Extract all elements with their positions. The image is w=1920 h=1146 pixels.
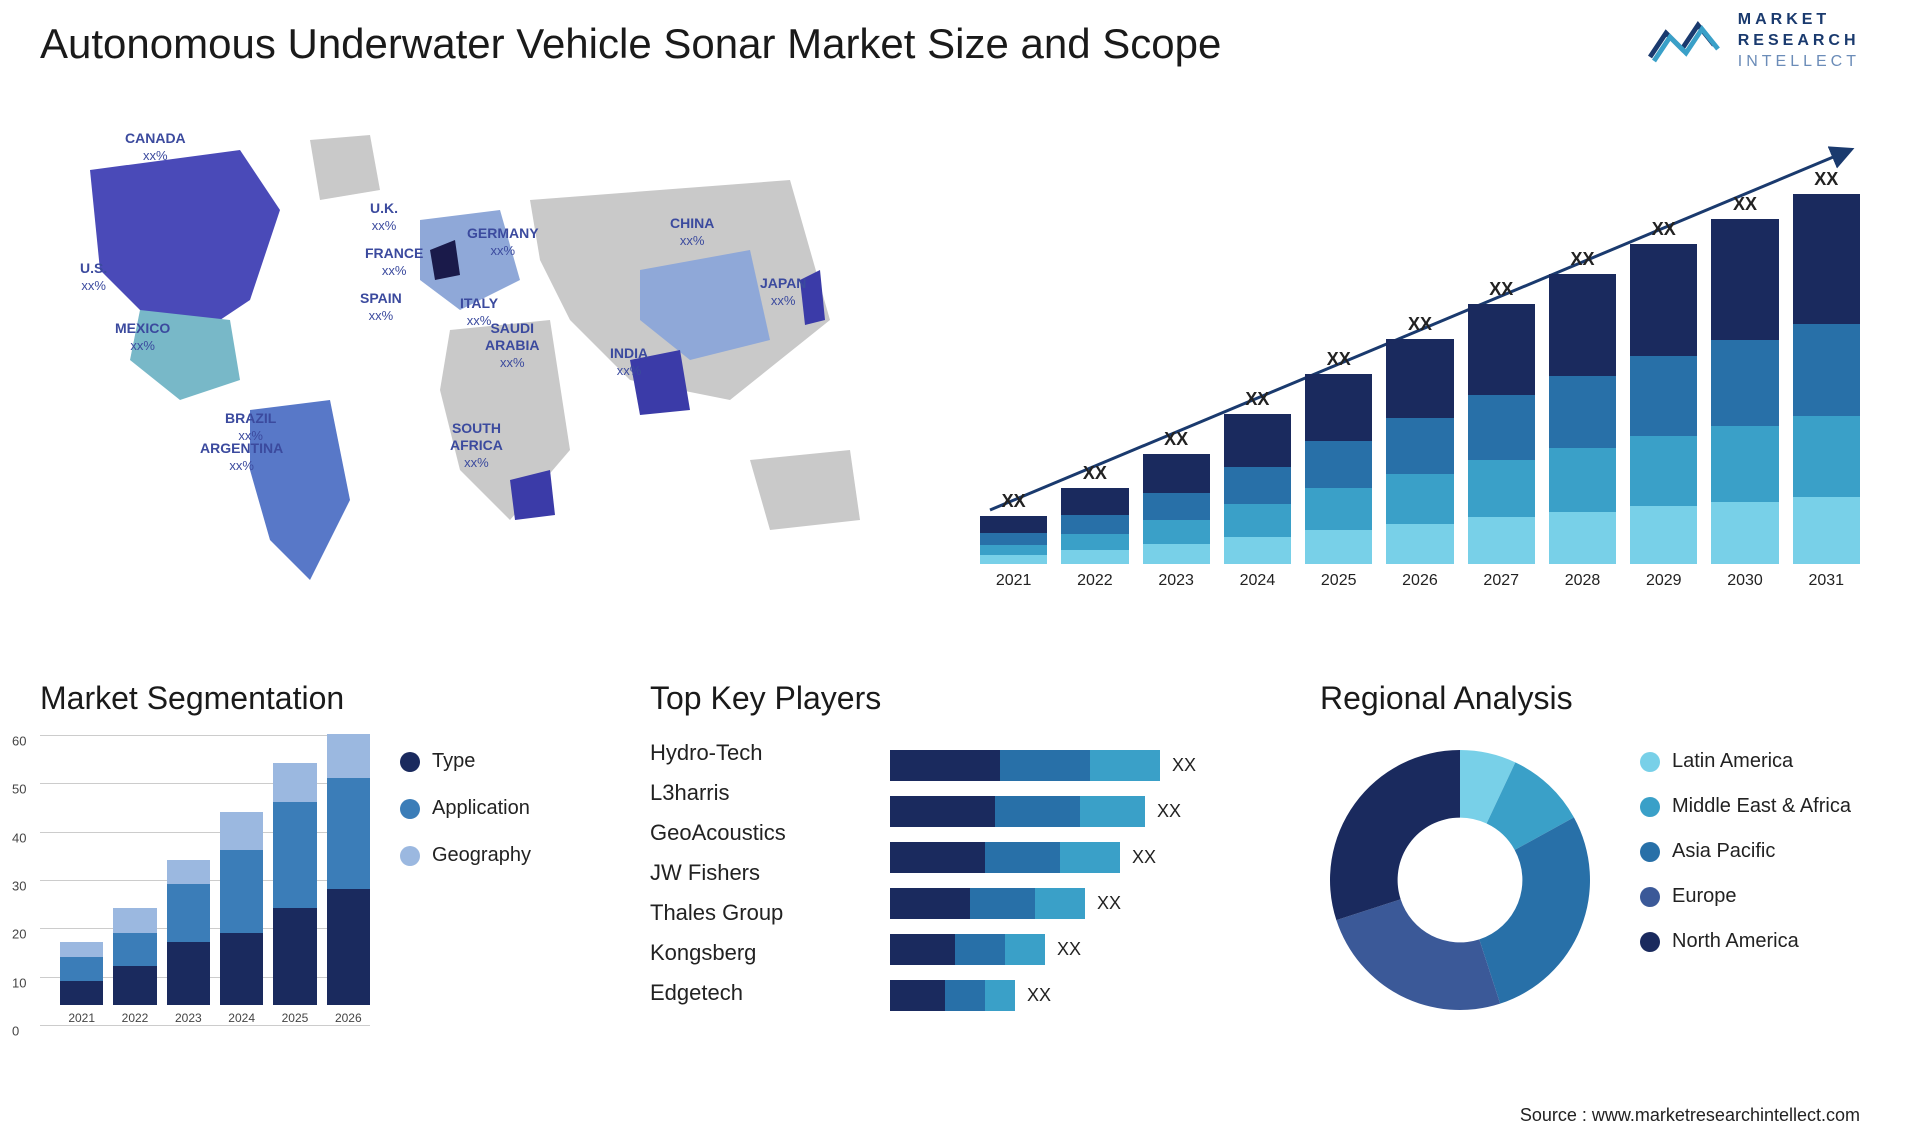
player-name: JW Fishers — [650, 860, 786, 886]
bar-value-label: XX — [1002, 491, 1026, 512]
legend-item: Type — [400, 750, 531, 773]
map-label: U.K.xx% — [370, 200, 398, 234]
main-bar: XX 2030 — [1711, 194, 1778, 590]
bar-year-label: 2030 — [1727, 572, 1763, 590]
bar-year-label: 2031 — [1808, 572, 1844, 590]
player-name: Thales Group — [650, 900, 786, 926]
player-name: Kongsberg — [650, 940, 786, 966]
bar-value-label: XX — [1408, 314, 1432, 335]
main-growth-chart: XX 2021 XX 2022 XX 2023 XX 2024 XX 2025 XX 2026 XX 20… — [980, 120, 1860, 630]
legend-item: Asia Pacific — [1640, 840, 1851, 863]
player-bar: XX — [890, 842, 1270, 873]
map-label: GERMANYxx% — [467, 225, 539, 259]
player-bar: XX — [890, 796, 1270, 827]
segmentation-title: Market Segmentation — [40, 680, 590, 717]
player-name: L3harris — [650, 780, 786, 806]
player-bar: XX — [890, 934, 1270, 965]
map-label: CANADAxx% — [125, 130, 186, 164]
brand-logo: MARKET RESEARCH INTELLECT — [1646, 10, 1860, 72]
main-bar: XX 2029 — [1630, 219, 1697, 590]
legend-item: Europe — [1640, 885, 1851, 908]
map-label: FRANCExx% — [365, 245, 423, 279]
main-bar: XX 2022 — [1061, 463, 1128, 590]
segmentation-legend: Type Application Geography — [400, 750, 531, 867]
regional-donut-chart — [1320, 740, 1600, 1020]
donut-slice — [1479, 817, 1590, 1003]
world-map-svg — [30, 120, 930, 630]
bar-value-label: XX — [1489, 279, 1513, 300]
seg-bar: 2022 — [113, 908, 156, 1025]
logo-mark-icon — [1646, 11, 1726, 71]
legend-item: Latin America — [1640, 750, 1851, 773]
donut-slice — [1336, 899, 1500, 1010]
bar-year-label: 2022 — [1077, 572, 1113, 590]
bar-year-label: 2021 — [996, 572, 1032, 590]
map-label: MEXICOxx% — [115, 320, 170, 354]
seg-bar: 2024 — [220, 812, 263, 1025]
bar-year-label: 2028 — [1565, 572, 1601, 590]
key-players-section: Top Key Players Hydro-Tech L3harris GeoAco… — [650, 680, 1280, 1080]
legend-item: North America — [1640, 930, 1851, 953]
bar-value-label: XX — [1083, 463, 1107, 484]
seg-bar: 2025 — [273, 763, 316, 1025]
segmentation-chart: 202120222023202420252026 0102030405060 — [40, 735, 370, 1055]
logo-line1: MARKET — [1738, 10, 1860, 31]
bar-year-label: 2025 — [1321, 572, 1357, 590]
legend-item: Middle East & Africa — [1640, 795, 1851, 818]
main-bar: XX 2024 — [1224, 389, 1291, 590]
bar-value-label: XX — [1570, 249, 1594, 270]
regional-analysis-section: Regional Analysis Latin America Middle Ea… — [1320, 680, 1880, 1080]
main-bar: XX 2028 — [1549, 249, 1616, 590]
bar-year-label: 2024 — [1240, 572, 1276, 590]
map-label: BRAZILxx% — [225, 410, 276, 444]
main-bar: XX 2025 — [1305, 349, 1372, 590]
regional-legend: Latin America Middle East & Africa Asia Pa… — [1640, 750, 1851, 953]
map-label: SPAINxx% — [360, 290, 402, 324]
legend-item: Geography — [400, 844, 531, 867]
bar-value-label: XX — [1733, 194, 1757, 215]
main-bar: XX 2021 — [980, 491, 1047, 590]
regional-title: Regional Analysis — [1320, 680, 1880, 717]
player-name: Hydro-Tech — [650, 740, 786, 766]
bar-year-label: 2026 — [1402, 572, 1438, 590]
bar-year-label: 2023 — [1158, 572, 1194, 590]
players-list: Hydro-Tech L3harris GeoAcoustics JW Fishers… — [650, 740, 786, 1006]
logo-line3: INTELLECT — [1738, 52, 1860, 73]
bar-value-label: XX — [1164, 429, 1188, 450]
map-label: INDIAxx% — [610, 345, 648, 379]
players-bars: XX XX XX XX XX XX — [890, 750, 1270, 1011]
main-bar: XX 2031 — [1793, 169, 1860, 590]
legend-item: Application — [400, 797, 531, 820]
players-title: Top Key Players — [650, 680, 1280, 717]
bar-year-label: 2027 — [1483, 572, 1519, 590]
player-name: GeoAcoustics — [650, 820, 786, 846]
map-label: JAPANxx% — [760, 275, 806, 309]
player-bar: XX — [890, 750, 1270, 781]
main-bar: XX 2026 — [1386, 314, 1453, 590]
map-label: ARGENTINAxx% — [200, 440, 283, 474]
seg-bar: 2023 — [167, 860, 210, 1025]
bar-value-label: XX — [1245, 389, 1269, 410]
seg-bar: 2026 — [327, 734, 370, 1025]
bar-value-label: XX — [1814, 169, 1838, 190]
bar-value-label: XX — [1652, 219, 1676, 240]
map-label: CHINAxx% — [670, 215, 714, 249]
main-bar: XX 2027 — [1468, 279, 1535, 590]
main-bar: XX 2023 — [1143, 429, 1210, 590]
map-label: U.S.xx% — [80, 260, 107, 294]
page-title: Autonomous Underwater Vehicle Sonar Mark… — [40, 20, 1221, 68]
bar-year-label: 2029 — [1646, 572, 1682, 590]
seg-bar: 2021 — [60, 942, 103, 1025]
bar-value-label: XX — [1327, 349, 1351, 370]
world-map: CANADAxx% U.S.xx% MEXICOxx% BRAZILxx%ARGENT… — [30, 120, 930, 630]
market-segmentation-section: Market Segmentation 20212022 202320242025… — [40, 680, 590, 1080]
player-name: Edgetech — [650, 980, 786, 1006]
player-bar: XX — [890, 888, 1270, 919]
logo-line2: RESEARCH — [1738, 31, 1860, 52]
donut-slice — [1330, 750, 1460, 920]
source-text: Source : www.marketresearchintellect.com — [1520, 1105, 1860, 1126]
map-label: SAUDIARABIAxx% — [485, 320, 539, 370]
map-label: SOUTHAFRICAxx% — [450, 420, 503, 470]
player-bar: XX — [890, 980, 1270, 1011]
